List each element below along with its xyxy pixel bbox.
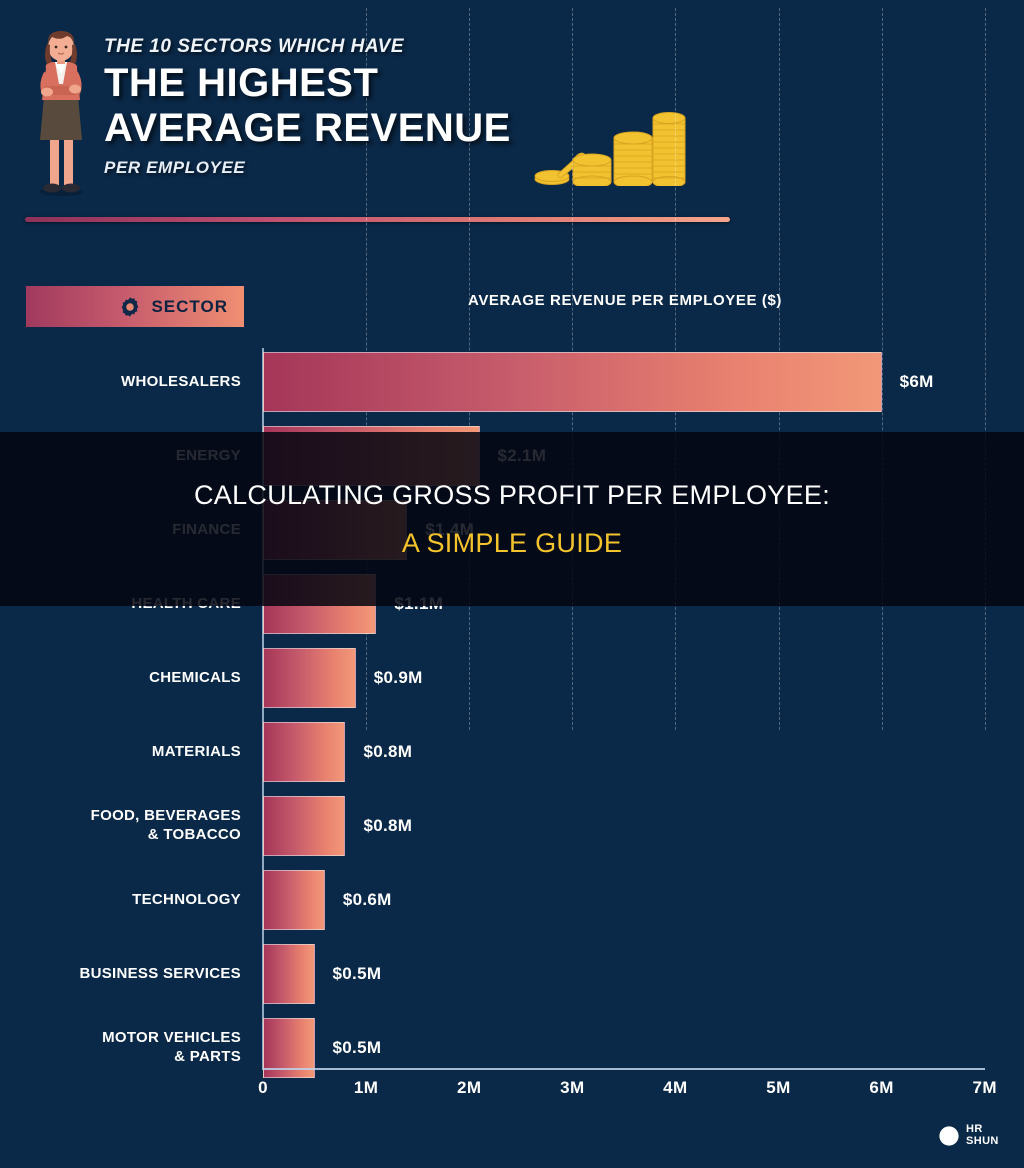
- category-label: MATERIALS: [151, 743, 241, 760]
- title-block: THE 10 SECTORS WHICH HAVE THE HIGHEST AV…: [104, 36, 624, 178]
- hrshun-logo[interactable]: HR SHUN: [938, 1117, 1018, 1155]
- title-line-1: THE HIGHEST: [104, 61, 379, 105]
- bar: [263, 796, 346, 856]
- value-label: $0.9M: [373, 668, 423, 687]
- value-label: $0.5M: [332, 964, 382, 983]
- value-label: $0.8M: [363, 816, 413, 835]
- category-label: CHEMICALS: [149, 669, 241, 686]
- overlay-subheading: A SIMPLE GUIDE: [401, 528, 623, 558]
- gridline: [881, 8, 883, 730]
- businesswoman-illustration: [39, 31, 83, 196]
- logo-line-2: SHUN: [966, 1135, 999, 1147]
- subtitle-text: PER EMPLOYEE: [104, 158, 246, 178]
- x-tick-label: 7M: [972, 1078, 997, 1097]
- coin-stacks-illustration: [534, 112, 686, 186]
- logo-line-1: HR: [966, 1123, 983, 1136]
- x-tick-label: 3M: [560, 1078, 585, 1097]
- value-label: $0.5M: [332, 1038, 382, 1057]
- header: THE 10 SECTORS WHICH HAVE THE HIGHEST AV…: [0, 0, 1024, 222]
- chart-row: CHEMICALS $0.9M: [0, 648, 1024, 708]
- chart-row: FOOD, BEVERAGES & TOBACCO $0.8M: [0, 796, 1024, 856]
- bar: [263, 944, 315, 1004]
- bar: [263, 722, 346, 782]
- title-line-2: AVERAGE REVENUE: [104, 106, 511, 151]
- gear-icon: [122, 296, 139, 317]
- value-label: $6M: [899, 372, 934, 391]
- bar: [263, 352, 882, 412]
- chart-row: TECHNOLOGY $0.6M: [0, 870, 1024, 930]
- category-label: WHOLESALERS: [121, 373, 241, 390]
- chart-row: BUSINESS SERVICES $0.5M: [0, 944, 1024, 1004]
- bar: [263, 870, 325, 930]
- overlay-scrim: [0, 432, 1024, 606]
- x-tick-label: 6M: [869, 1078, 894, 1097]
- chart-row: MATERIALS $0.8M: [0, 722, 1024, 782]
- hrshun-logo-icon: [939, 1126, 959, 1146]
- sector-header-label: SECTOR: [151, 296, 228, 316]
- gridline: [984, 8, 986, 730]
- value-label: $0.6M: [342, 890, 392, 909]
- x-tick-label: 1M: [353, 1078, 379, 1097]
- bar: [263, 648, 356, 708]
- category-label: TECHNOLOGY: [132, 891, 241, 908]
- header-divider: [25, 217, 730, 222]
- x-tick-label: 4M: [663, 1078, 688, 1097]
- kicker-text: THE 10 SECTORS WHICH HAVE: [104, 36, 405, 57]
- logo-text: HR SHUN: [966, 1124, 999, 1147]
- x-axis-line: [263, 1068, 985, 1070]
- value-column-header: AVERAGE REVENUE PER EMPLOYEE ($): [468, 292, 782, 309]
- x-tick-label: 5M: [766, 1078, 791, 1097]
- category-label: MOTOR VEHICLES & PARTS: [102, 1029, 241, 1065]
- y-axis-line: [262, 348, 264, 1070]
- overlay-heading: CALCULATING GROSS PROFIT PER EMPLOYEE:: [193, 480, 831, 510]
- sector-column-header: SECTOR: [26, 286, 244, 327]
- category-label: FOOD, BEVERAGES & TOBACCO: [90, 807, 241, 843]
- category-label: BUSINESS SERVICES: [79, 965, 241, 982]
- x-tick-label: 0: [258, 1078, 268, 1097]
- value-label: $0.8M: [363, 742, 413, 761]
- x-tick-label: 2M: [456, 1078, 482, 1097]
- chart-row: WHOLESALERS $6M: [0, 352, 1024, 412]
